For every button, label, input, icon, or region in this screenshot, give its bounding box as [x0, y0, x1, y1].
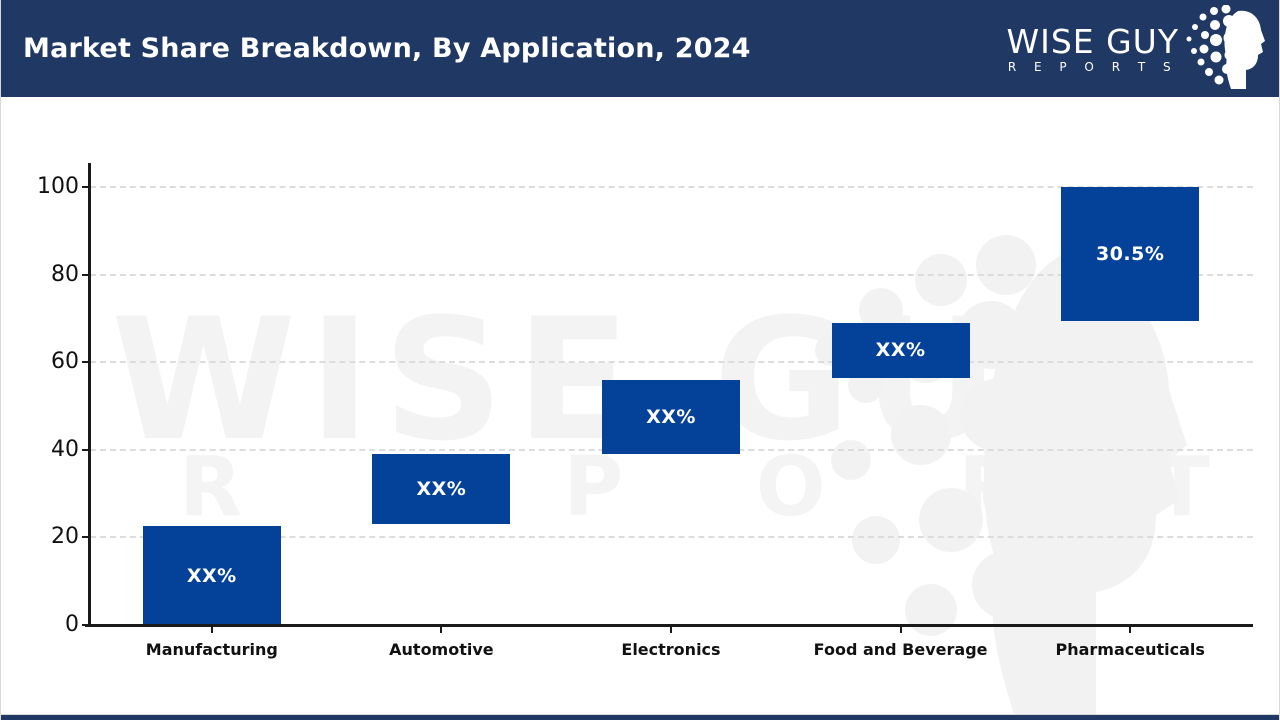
gridline — [90, 536, 1253, 539]
bar: 30.5% — [1061, 187, 1200, 321]
x-tick-mark — [899, 625, 902, 633]
brand-subtext: R E P O R T S — [1007, 59, 1178, 74]
x-category-label: Electronics — [621, 640, 721, 659]
y-tick-label: 100 — [37, 174, 79, 199]
bar: XX% — [831, 322, 970, 378]
bar-value-label: XX% — [646, 405, 696, 428]
bottom-hairline — [1, 714, 1279, 715]
x-tick-mark — [1129, 625, 1132, 633]
bar-value-label: XX% — [186, 564, 237, 587]
x-category-label: Manufacturing — [145, 640, 278, 659]
y-tick-label: 60 — [51, 349, 79, 375]
gridline — [90, 361, 1253, 364]
brand-logo: WISE GUY R E P O R T S — [1006, 4, 1265, 93]
bottom-accent-bar — [1, 715, 1279, 720]
x-tick-mark — [440, 625, 443, 633]
y-tick-mark — [82, 361, 90, 364]
bar: XX% — [602, 379, 740, 455]
x-tick-mark — [670, 625, 672, 633]
y-tick-mark — [82, 273, 90, 276]
x-axis-line — [85, 624, 1253, 627]
gridline — [90, 273, 1253, 276]
page-title: Market Share Breakdown, By Application, … — [23, 33, 751, 64]
y-tick-mark — [82, 186, 90, 188]
bar-value-label: 30.5% — [1095, 242, 1165, 265]
header: Market Share Breakdown, By Application, … — [1, 0, 1279, 97]
bar-value-label: XX% — [416, 478, 467, 501]
gridline — [90, 186, 1253, 188]
y-tick-label: 40 — [51, 436, 79, 462]
x-category-label: Pharmaceuticals — [1055, 640, 1205, 659]
y-tick-mark — [82, 536, 90, 539]
brand-wordmark: WISE GUY — [1006, 21, 1179, 61]
y-tick-label: 0 — [65, 612, 79, 637]
x-category-label: Automotive — [389, 640, 494, 659]
bar: XX% — [142, 526, 281, 625]
bar: XX% — [372, 454, 511, 525]
bar-value-label: XX% — [875, 339, 926, 362]
brand-face-icon — [1186, 4, 1265, 89]
y-tick-label: 20 — [51, 524, 79, 550]
x-category-label: Food and Beverage — [813, 640, 988, 659]
y-tick-label: 80 — [51, 261, 79, 287]
x-tick-mark — [210, 625, 213, 633]
brand-logo-text: WISE GUY R E P O R T S — [1006, 25, 1179, 73]
y-axis-line — [88, 163, 91, 627]
y-tick-mark — [82, 448, 90, 451]
